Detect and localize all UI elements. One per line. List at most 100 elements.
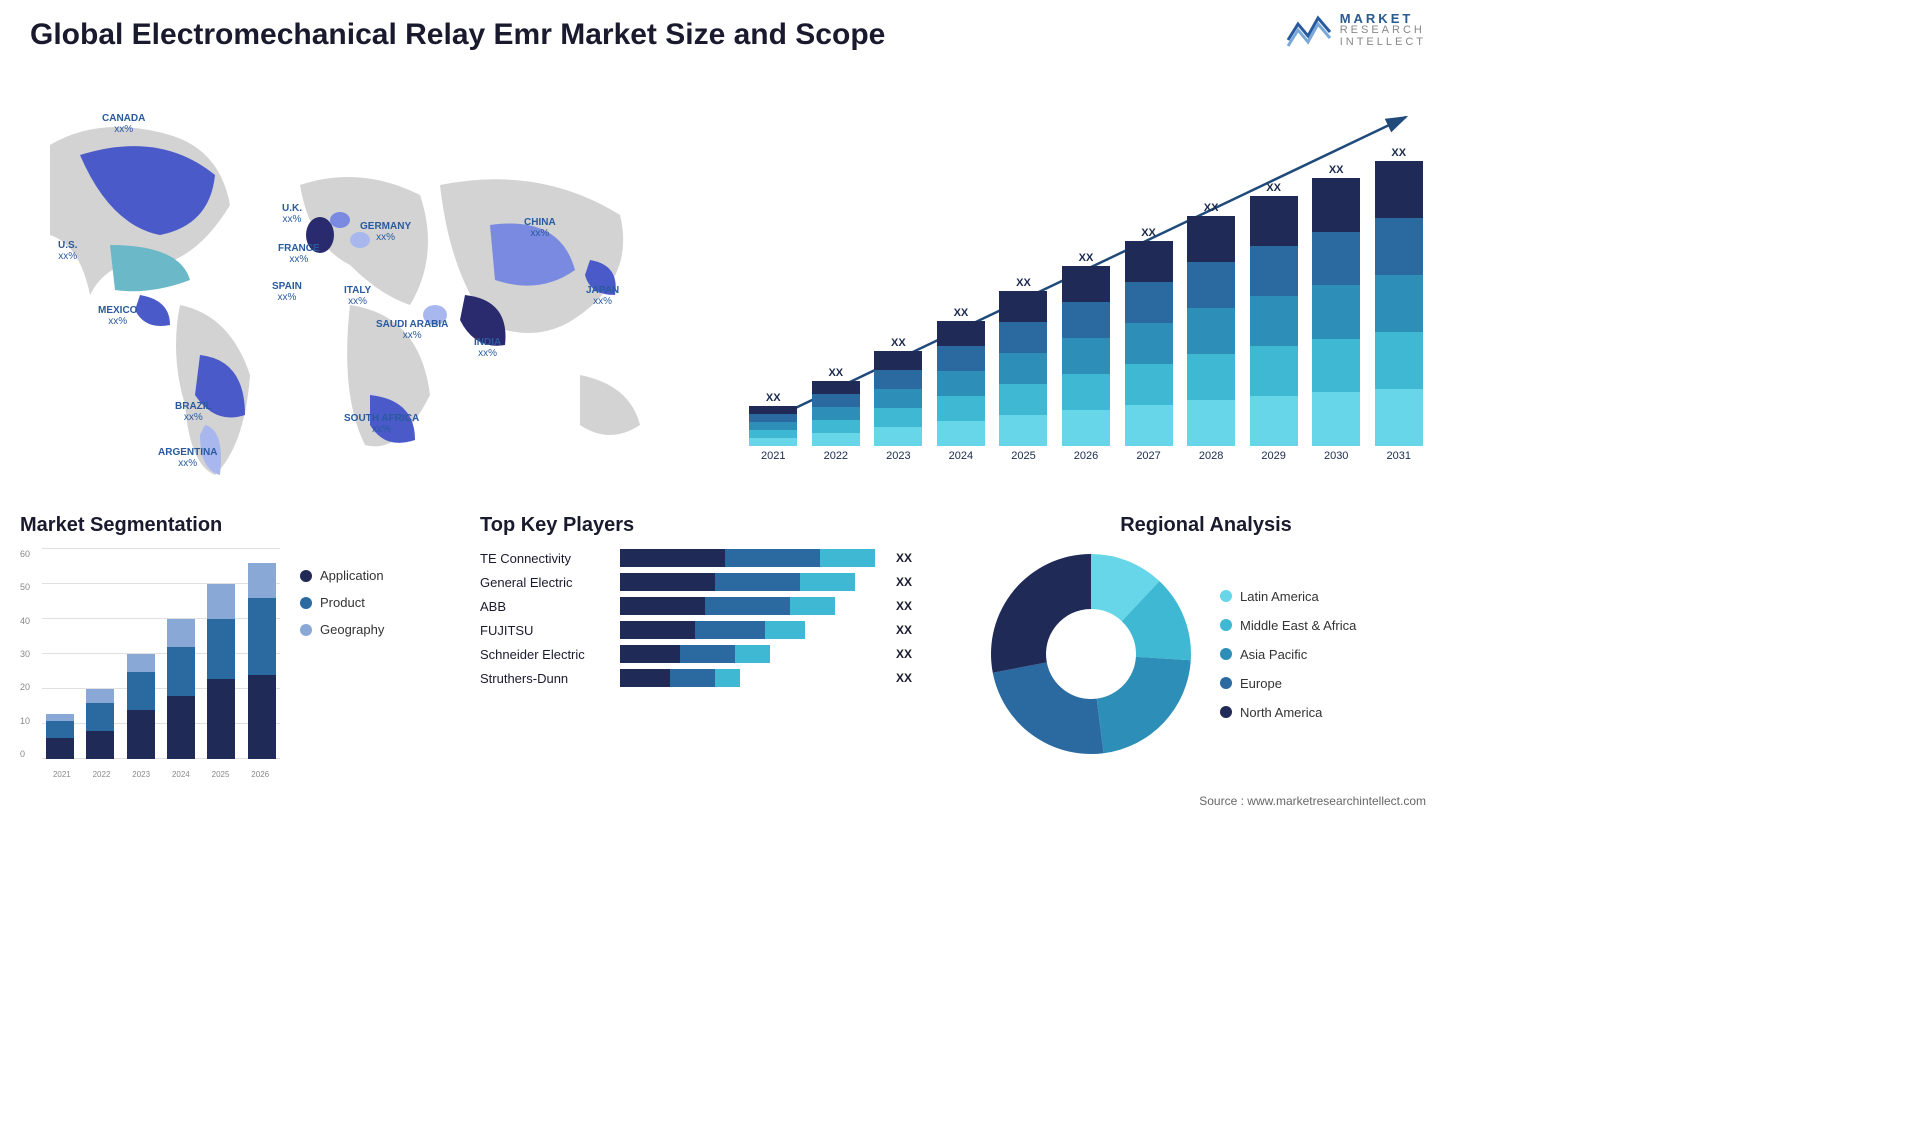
legend-label: Asia Pacific [1240,647,1307,662]
growth-bar-label: XX [828,367,843,379]
growth-bar-label: XX [766,392,781,404]
donut-slice [991,554,1091,673]
map-label-saudiarabia: SAUDI ARABIAxx% [376,319,448,341]
growth-bar-segment [874,370,922,389]
regional-panel: Regional Analysis Latin AmericaMiddle Ea… [986,514,1426,759]
growth-bar-segment [874,389,922,408]
legend-label: Application [320,568,384,583]
growth-year-label: 2027 [1136,450,1160,462]
growth-bar-segment [1312,232,1360,286]
growth-bar-segment [1187,216,1235,262]
player-name: TE Connectivity [480,551,610,566]
growth-bar-segment [812,433,860,446]
growth-bar-segment [1250,346,1298,396]
seg-bar [163,619,199,759]
growth-bar-segment [1125,323,1173,364]
player-bar-segment [695,621,765,639]
growth-bar-segment [1187,262,1235,308]
growth-bar: XX2028 [1184,202,1239,462]
segmentation-chart: 0102030405060 202120222023202420252026 [20,549,280,779]
segmentation-legend: Application Product Geography [300,568,384,637]
player-value: XX [896,647,912,661]
growth-bar-segment [999,353,1047,384]
player-bar-segment [765,621,805,639]
growth-year-label: 2022 [824,450,848,462]
legend-swatch-icon [1220,619,1232,631]
growth-year-label: 2030 [1324,450,1348,462]
growth-bar-label: XX [1141,227,1156,239]
map-label-germany: GERMANYxx% [360,221,411,243]
seg-bar-segment [127,672,155,711]
world-map: CANADAxx%U.S.xx%MEXICOxx%BRAZILxx%ARGENT… [20,95,700,495]
map-label-brazil: BRAZILxx% [175,401,212,423]
regional-donut [986,549,1196,759]
player-value: XX [896,551,912,565]
seg-bar-segment [127,654,155,672]
seg-ytick: 50 [20,582,40,592]
donut-slice [993,662,1104,754]
page-title: Global Electromechanical Relay Emr Marke… [30,18,885,52]
growth-bar-segment [1312,339,1360,393]
legend-label: Geography [320,622,384,637]
seg-bar-segment [248,563,276,598]
logo-mark-icon [1286,10,1332,50]
legend-label: Latin America [1240,589,1319,604]
growth-bar-segment [1187,308,1235,354]
region-legend-item: North America [1220,705,1356,720]
growth-bar-segment [812,381,860,394]
growth-year-label: 2024 [949,450,973,462]
growth-bar-label: XX [1204,202,1219,214]
regional-title: Regional Analysis [986,514,1426,537]
growth-bar: XX 2030 [1309,164,1364,462]
growth-bar-label: XX [1266,182,1281,194]
seg-bar-segment [127,710,155,759]
growth-bar-segment [874,408,922,427]
seg-bar-segment [207,679,235,760]
logo-line3: INTELLECT [1340,37,1426,49]
player-bar-segment [790,597,835,615]
growth-bar-segment [1375,275,1423,332]
growth-bar-segment [749,406,797,414]
seg-legend-item: Application [300,568,384,583]
map-label-italy: ITALYxx% [344,285,371,307]
growth-year-label: 2031 [1387,450,1411,462]
player-bar-segment [820,549,875,567]
player-bar-segment [725,549,820,567]
player-bar [620,669,880,687]
growth-bar-segment [937,321,985,346]
player-row: FUJITSUXX [480,621,940,639]
map-label-china: CHINAxx% [524,217,556,239]
map-label-japan: JAPANxx% [586,285,619,307]
growth-bar-segment [1375,332,1423,389]
region-legend-item: Latin America [1220,589,1356,604]
map-label-spain: SPAINxx% [272,281,302,303]
growth-bar-label: XX [954,307,969,319]
player-value: XX [896,671,912,685]
growth-bar-segment [1125,364,1173,405]
seg-ytick: 0 [20,749,40,759]
growth-bar-segment [1250,296,1298,346]
growth-bar-label: XX [1329,164,1344,176]
growth-bar-segment [1125,282,1173,323]
player-bar-segment [680,645,735,663]
growth-bar-segment [999,415,1047,446]
map-label-argentina: ARGENTINAxx% [158,447,217,469]
seg-legend-item: Geography [300,622,384,637]
seg-bar [203,584,239,759]
legend-label: Product [320,595,365,610]
player-bar-segment [735,645,770,663]
growth-bar-segment [1062,266,1110,302]
logo-line1: MARKET [1340,12,1426,26]
player-row: Struthers-Dunn XX [480,669,940,687]
growth-bar-segment [937,396,985,421]
donut-slice [1097,657,1191,753]
player-bar [620,597,880,615]
player-name: Struthers-Dunn [480,671,610,686]
seg-bar-segment [167,647,195,696]
legend-swatch-icon [1220,706,1232,718]
legend-swatch-icon [1220,590,1232,602]
map-label-mexico: MEXICOxx% [98,305,137,327]
seg-ytick: 60 [20,549,40,559]
seg-xtick: 2025 [201,770,241,779]
growth-bar-segment [1250,396,1298,446]
